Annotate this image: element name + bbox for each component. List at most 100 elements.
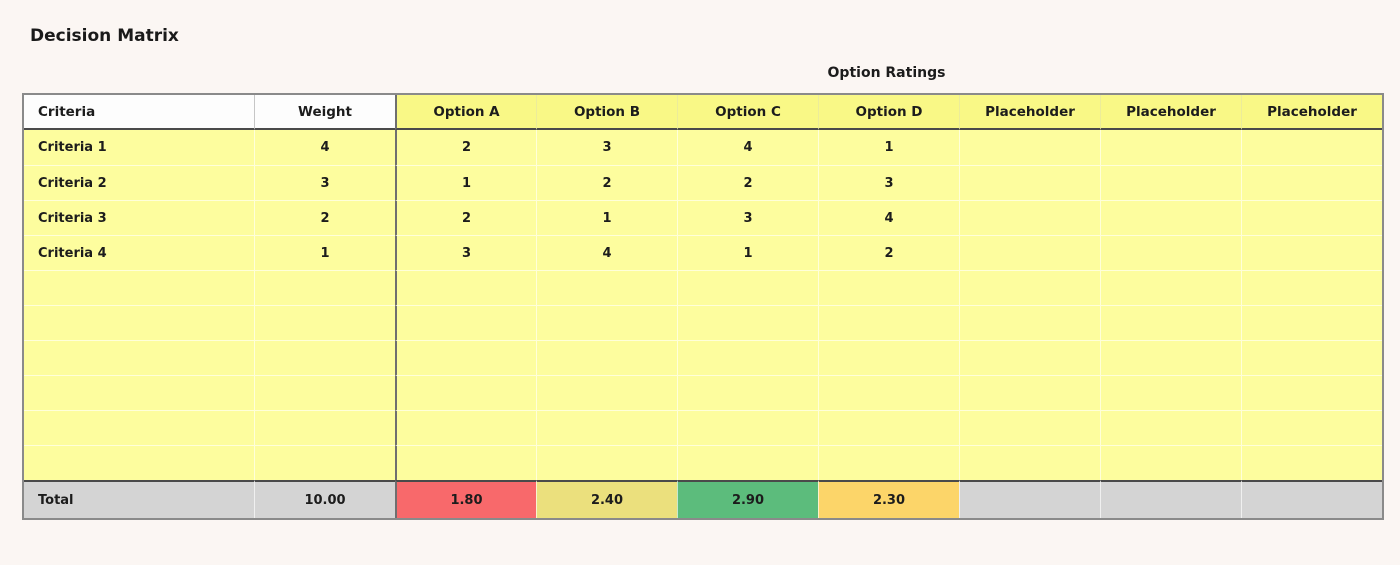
cell-empty-r3-placeholder-3[interactable]: [1241, 340, 1382, 375]
cell-rating-r2-option-a[interactable]: 1: [395, 165, 536, 200]
cell-empty-r5-criteria[interactable]: [24, 410, 254, 445]
cell-empty-r2-option-a[interactable]: [395, 305, 536, 340]
cell-empty-r3-weight[interactable]: [254, 340, 395, 375]
cell-empty-r3-option-c[interactable]: [677, 340, 818, 375]
cell-rating-r1-option-b[interactable]: 3: [536, 130, 677, 165]
header-cell-option-b[interactable]: Option B: [536, 95, 677, 130]
cell-rating-r4-option-c[interactable]: 1: [677, 235, 818, 270]
cell-empty-r5-placeholder-1[interactable]: [959, 410, 1100, 445]
cell-rating-r4-placeholder-2[interactable]: [1100, 235, 1241, 270]
cell-empty-r2-criteria[interactable]: [24, 305, 254, 340]
cell-empty-r2-option-d[interactable]: [818, 305, 959, 340]
cell-weight-r2[interactable]: 3: [254, 165, 395, 200]
cell-empty-r1-placeholder-3[interactable]: [1241, 270, 1382, 305]
cell-empty-r6-criteria[interactable]: [24, 445, 254, 480]
cell-empty-r4-weight[interactable]: [254, 375, 395, 410]
cell-empty-r6-option-b[interactable]: [536, 445, 677, 480]
cell-empty-r4-option-b[interactable]: [536, 375, 677, 410]
cell-empty-r6-option-c[interactable]: [677, 445, 818, 480]
total-label-cell[interactable]: Total: [24, 480, 254, 518]
total-cell-placeholder-3[interactable]: [1241, 480, 1382, 518]
cell-rating-r4-placeholder-1[interactable]: [959, 235, 1100, 270]
cell-rating-r2-option-b[interactable]: 2: [536, 165, 677, 200]
cell-empty-r4-placeholder-3[interactable]: [1241, 375, 1382, 410]
cell-empty-r2-option-c[interactable]: [677, 305, 818, 340]
header-cell-placeholder-3[interactable]: Placeholder: [1241, 95, 1382, 130]
cell-empty-r4-criteria[interactable]: [24, 375, 254, 410]
cell-rating-r4-placeholder-3[interactable]: [1241, 235, 1382, 270]
cell-empty-r3-placeholder-1[interactable]: [959, 340, 1100, 375]
cell-empty-r5-placeholder-2[interactable]: [1100, 410, 1241, 445]
cell-empty-r2-placeholder-2[interactable]: [1100, 305, 1241, 340]
cell-empty-r2-placeholder-1[interactable]: [959, 305, 1100, 340]
cell-empty-r3-option-d[interactable]: [818, 340, 959, 375]
cell-rating-r2-option-c[interactable]: 2: [677, 165, 818, 200]
cell-rating-r2-placeholder-1[interactable]: [959, 165, 1100, 200]
cell-empty-r1-placeholder-1[interactable]: [959, 270, 1100, 305]
cell-empty-r1-option-a[interactable]: [395, 270, 536, 305]
cell-empty-r6-weight[interactable]: [254, 445, 395, 480]
cell-criteria-name-r3[interactable]: Criteria 3: [24, 200, 254, 235]
cell-empty-r5-option-a[interactable]: [395, 410, 536, 445]
cell-rating-r4-option-b[interactable]: 4: [536, 235, 677, 270]
cell-rating-r3-option-d[interactable]: 4: [818, 200, 959, 235]
cell-rating-r3-option-b[interactable]: 1: [536, 200, 677, 235]
total-cell-option-c[interactable]: 2.90: [677, 480, 818, 518]
cell-empty-r6-option-d[interactable]: [818, 445, 959, 480]
cell-empty-r3-criteria[interactable]: [24, 340, 254, 375]
header-cell-option-d[interactable]: Option D: [818, 95, 959, 130]
header-cell-option-c[interactable]: Option C: [677, 95, 818, 130]
cell-empty-r1-weight[interactable]: [254, 270, 395, 305]
cell-empty-r1-option-c[interactable]: [677, 270, 818, 305]
total-cell-placeholder-1[interactable]: [959, 480, 1100, 518]
cell-empty-r6-placeholder-3[interactable]: [1241, 445, 1382, 480]
cell-rating-r4-option-a[interactable]: 3: [395, 235, 536, 270]
cell-rating-r1-option-a[interactable]: 2: [395, 130, 536, 165]
total-cell-placeholder-2[interactable]: [1100, 480, 1241, 518]
cell-rating-r1-option-c[interactable]: 4: [677, 130, 818, 165]
cell-rating-r3-placeholder-1[interactable]: [959, 200, 1100, 235]
cell-empty-r4-option-c[interactable]: [677, 375, 818, 410]
cell-empty-r6-placeholder-2[interactable]: [1100, 445, 1241, 480]
header-cell-placeholder-2[interactable]: Placeholder: [1100, 95, 1241, 130]
total-cell-option-b[interactable]: 2.40: [536, 480, 677, 518]
cell-empty-r3-option-a[interactable]: [395, 340, 536, 375]
cell-rating-r1-placeholder-2[interactable]: [1100, 130, 1241, 165]
cell-empty-r1-option-d[interactable]: [818, 270, 959, 305]
cell-empty-r3-placeholder-2[interactable]: [1100, 340, 1241, 375]
cell-empty-r6-option-a[interactable]: [395, 445, 536, 480]
cell-rating-r3-placeholder-3[interactable]: [1241, 200, 1382, 235]
cell-rating-r1-placeholder-1[interactable]: [959, 130, 1100, 165]
cell-empty-r4-placeholder-1[interactable]: [959, 375, 1100, 410]
cell-empty-r5-option-b[interactable]: [536, 410, 677, 445]
cell-empty-r6-placeholder-1[interactable]: [959, 445, 1100, 480]
cell-empty-r2-placeholder-3[interactable]: [1241, 305, 1382, 340]
total-weight-cell[interactable]: 10.00: [254, 480, 395, 518]
cell-weight-r3[interactable]: 2: [254, 200, 395, 235]
cell-empty-r1-option-b[interactable]: [536, 270, 677, 305]
cell-weight-r4[interactable]: 1: [254, 235, 395, 270]
cell-empty-r1-placeholder-2[interactable]: [1100, 270, 1241, 305]
cell-empty-r5-option-d[interactable]: [818, 410, 959, 445]
cell-rating-r3-option-c[interactable]: 3: [677, 200, 818, 235]
header-cell-option-a[interactable]: Option A: [395, 95, 536, 130]
cell-rating-r2-placeholder-3[interactable]: [1241, 165, 1382, 200]
header-cell-placeholder-1[interactable]: Placeholder: [959, 95, 1100, 130]
cell-rating-r1-option-d[interactable]: 1: [818, 130, 959, 165]
cell-rating-r3-placeholder-2[interactable]: [1100, 200, 1241, 235]
cell-rating-r1-placeholder-3[interactable]: [1241, 130, 1382, 165]
cell-rating-r3-option-a[interactable]: 2: [395, 200, 536, 235]
header-cell-criteria[interactable]: Criteria: [24, 95, 254, 130]
cell-empty-r2-weight[interactable]: [254, 305, 395, 340]
total-cell-option-a[interactable]: 1.80: [395, 480, 536, 518]
cell-rating-r2-option-d[interactable]: 3: [818, 165, 959, 200]
cell-empty-r1-criteria[interactable]: [24, 270, 254, 305]
cell-empty-r2-option-b[interactable]: [536, 305, 677, 340]
cell-rating-r4-option-d[interactable]: 2: [818, 235, 959, 270]
cell-criteria-name-r2[interactable]: Criteria 2: [24, 165, 254, 200]
cell-empty-r4-placeholder-2[interactable]: [1100, 375, 1241, 410]
cell-empty-r4-option-d[interactable]: [818, 375, 959, 410]
cell-criteria-name-r4[interactable]: Criteria 4: [24, 235, 254, 270]
cell-rating-r2-placeholder-2[interactable]: [1100, 165, 1241, 200]
cell-criteria-name-r1[interactable]: Criteria 1: [24, 130, 254, 165]
